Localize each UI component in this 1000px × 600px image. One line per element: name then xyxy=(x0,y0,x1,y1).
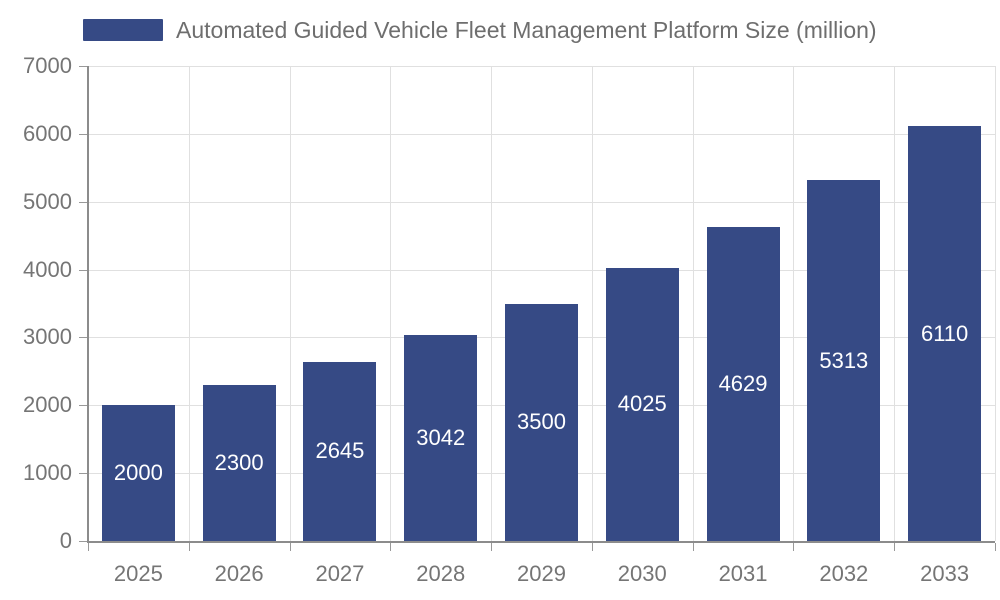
y-tick-label: 4000 xyxy=(23,256,72,282)
x-tick-label: 2028 xyxy=(416,561,466,586)
bar xyxy=(202,384,276,541)
bar-value-label: 3500 xyxy=(517,409,566,435)
h-gridline xyxy=(88,66,995,67)
bar-value-label: 2000 xyxy=(113,460,163,486)
v-gridline xyxy=(995,66,996,541)
bar xyxy=(605,267,679,541)
bar-value-label: 4629 xyxy=(718,370,768,396)
x-tick xyxy=(894,543,896,551)
x-tick-label: 2033 xyxy=(920,561,970,586)
y-tick xyxy=(79,133,87,135)
legend-swatch-icon xyxy=(83,19,163,41)
bar xyxy=(404,334,478,541)
v-gridline xyxy=(692,66,694,541)
v-gridline xyxy=(188,66,190,541)
x-tick xyxy=(491,543,493,551)
x-tick-label: 2032 xyxy=(819,561,869,586)
x-tick xyxy=(793,543,795,551)
y-tick xyxy=(79,337,87,339)
x-tick xyxy=(692,543,694,551)
bar xyxy=(807,180,881,541)
x-tick-label: 2026 xyxy=(214,561,264,586)
bar-value-label: 4025 xyxy=(617,391,667,417)
v-gridline xyxy=(894,66,896,541)
x-tick xyxy=(289,543,291,551)
y-tick xyxy=(79,269,87,271)
y-tick xyxy=(79,405,87,407)
x-tick xyxy=(591,543,593,551)
h-gridline xyxy=(88,201,995,203)
y-tick-label: 2000 xyxy=(23,392,72,418)
bar-value-label: 6110 xyxy=(920,320,969,346)
bar-value-label: 2645 xyxy=(315,438,365,464)
v-gridline xyxy=(793,66,795,541)
x-tick xyxy=(995,543,996,551)
v-gridline xyxy=(289,66,291,541)
bar-value-label: 3042 xyxy=(416,424,466,450)
h-gridline xyxy=(88,269,995,271)
legend-label: Automated Guided Vehicle Fleet Managemen… xyxy=(176,17,877,43)
bar xyxy=(505,303,578,541)
x-tick-label: 2029 xyxy=(517,561,566,586)
y-tick-label: 1000 xyxy=(23,460,72,486)
y-axis-line xyxy=(87,66,89,541)
x-tick xyxy=(390,543,392,551)
v-gridline xyxy=(491,66,493,541)
h-gridline xyxy=(88,133,995,135)
y-tick-label: 5000 xyxy=(23,188,72,214)
bar xyxy=(706,226,780,541)
y-tick-label: 3000 xyxy=(23,324,72,350)
x-tick-label: 2027 xyxy=(315,561,365,586)
bar-value-label: 5313 xyxy=(819,347,869,373)
v-gridline xyxy=(390,66,392,541)
y-tick xyxy=(79,201,87,203)
x-tick xyxy=(88,543,89,551)
x-axis-line xyxy=(87,541,995,543)
y-tick xyxy=(79,473,87,475)
y-tick xyxy=(79,541,87,542)
x-tick-label: 2030 xyxy=(617,561,667,586)
y-tick xyxy=(79,66,87,67)
bar xyxy=(101,405,175,541)
x-tick-label: 2025 xyxy=(113,561,163,586)
bar xyxy=(908,126,982,541)
y-tick-label: 7000 xyxy=(23,53,72,78)
bar xyxy=(303,361,377,541)
x-tick xyxy=(188,543,190,551)
x-tick-label: 2031 xyxy=(718,561,768,586)
v-gridline xyxy=(591,66,593,541)
bar-value-label: 2300 xyxy=(214,449,264,475)
y-tick-label: 0 xyxy=(59,528,72,553)
y-tick-label: 6000 xyxy=(23,120,72,146)
legend-item[interactable]: Automated Guided Vehicle Fleet Managemen… xyxy=(83,17,877,43)
